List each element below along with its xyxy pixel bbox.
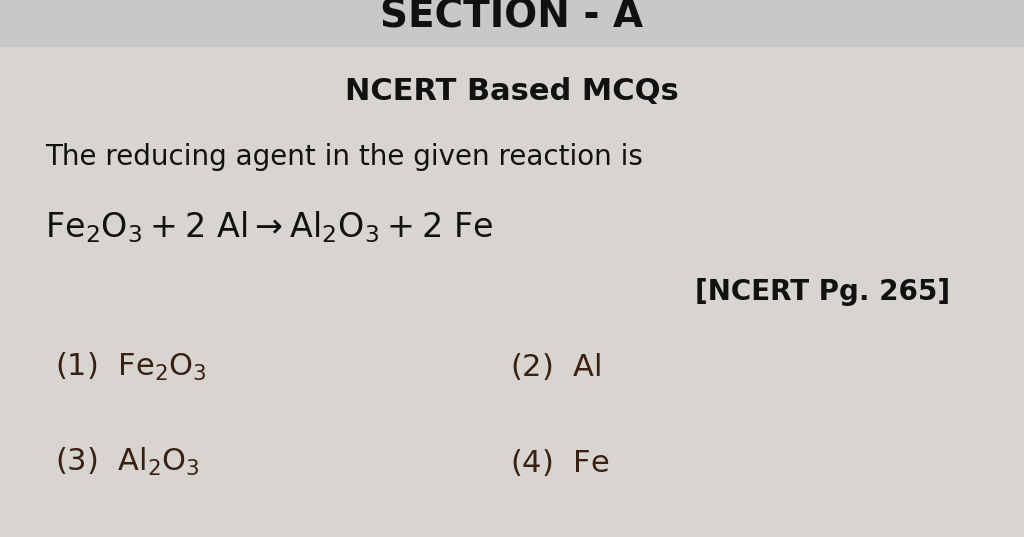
Text: NCERT Based MCQs: NCERT Based MCQs bbox=[345, 77, 679, 106]
Text: $(4)$  $\mathrm{Fe}$: $(4)$ $\mathrm{Fe}$ bbox=[510, 446, 609, 477]
Bar bbox=[0, 0, 1024, 47]
Text: The reducing agent in the given reaction is: The reducing agent in the given reaction… bbox=[45, 143, 643, 171]
Text: $(1)$  $\mathrm{Fe_2O_3}$: $(1)$ $\mathrm{Fe_2O_3}$ bbox=[55, 351, 207, 383]
Text: SECTION - A: SECTION - A bbox=[381, 0, 643, 36]
Text: $(3)$  $\mathrm{Al_2O_3}$: $(3)$ $\mathrm{Al_2O_3}$ bbox=[55, 446, 200, 478]
Text: [NCERT Pg. 265]: [NCERT Pg. 265] bbox=[695, 278, 950, 306]
Text: $\mathrm{Fe_2O_3 + 2\ Al \rightarrow Al_2O_3 + 2\ Fe}$: $\mathrm{Fe_2O_3 + 2\ Al \rightarrow Al_… bbox=[45, 209, 494, 245]
Text: $(2)$  $\mathrm{Al}$: $(2)$ $\mathrm{Al}$ bbox=[510, 352, 601, 382]
